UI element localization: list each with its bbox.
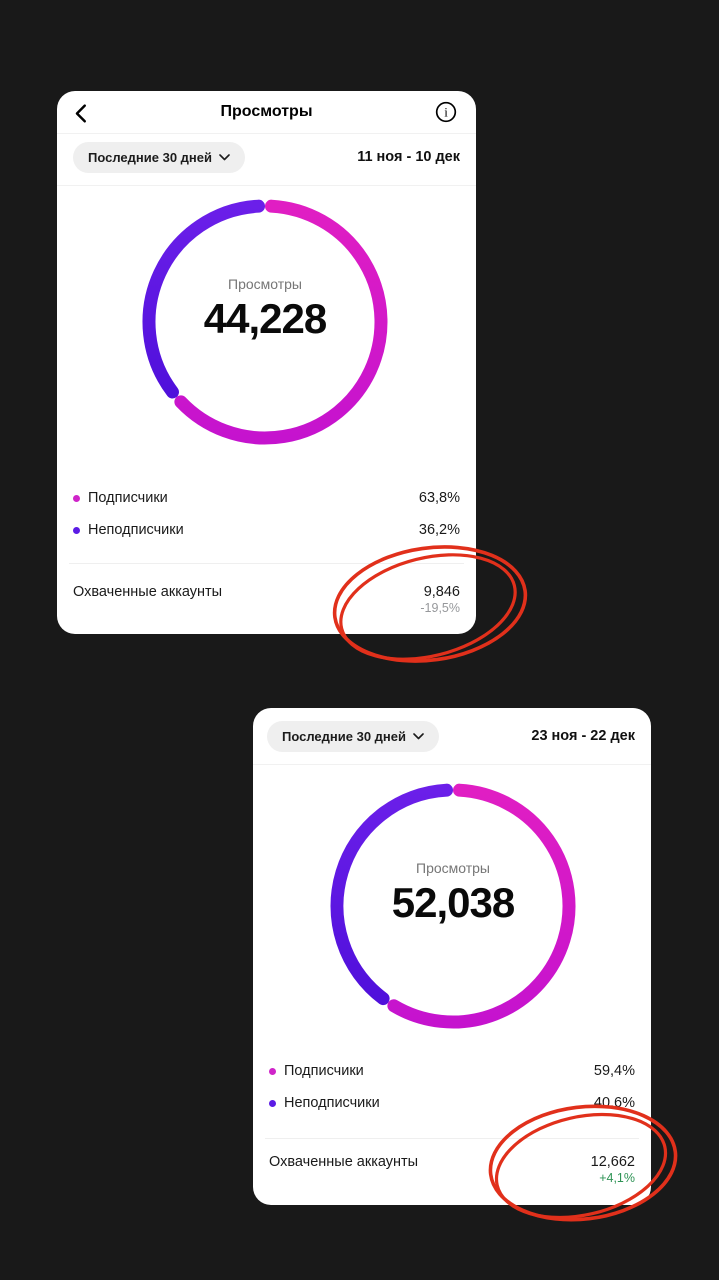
chevron-down-icon	[219, 154, 230, 161]
legend-value: 63,8%	[418, 490, 460, 506]
section-separator	[265, 1138, 639, 1139]
legend-value: 59,4%	[593, 1063, 635, 1079]
filter-divider	[57, 185, 476, 186]
info-button[interactable]: i	[434, 100, 458, 124]
legend-row-subscribers: Подписчики 59,4%	[269, 1055, 635, 1087]
non-subscribers-dot-icon	[269, 1099, 276, 1107]
period-filter-label: Последние 30 дней	[88, 150, 212, 165]
svg-text:i: i	[444, 105, 448, 120]
legend-label: Подписчики	[284, 1063, 364, 1079]
date-range-label: 11 ноя - 10 дек	[357, 149, 460, 165]
legend-row-non-subscribers: Неподписчики 40,6%	[269, 1087, 635, 1119]
legend-row-subscribers: Подписчики 63,8%	[73, 482, 460, 514]
reached-accounts-value: 12,662	[590, 1154, 635, 1170]
legend-value: 40,6%	[593, 1095, 635, 1111]
date-range-label: 23 ноя - 22 дек	[531, 728, 635, 744]
back-button[interactable]	[69, 100, 95, 126]
views-donut-chart	[330, 783, 576, 1029]
section-separator	[69, 563, 464, 564]
legend-label: Подписчики	[88, 490, 168, 506]
subscribers-dot-icon	[269, 1067, 276, 1075]
page-title: Просмотры	[220, 103, 313, 120]
period-filter-button[interactable]: Последние 30 дней	[73, 142, 245, 173]
filter-divider	[253, 764, 651, 765]
period-filter-label: Последние 30 дней	[282, 729, 406, 744]
legend-label: Неподписчики	[88, 522, 184, 538]
reached-accounts-value: 9,846	[423, 584, 460, 600]
info-icon: i	[435, 101, 457, 123]
subscribers-dot-icon	[73, 494, 80, 502]
legend-label: Неподписчики	[284, 1095, 380, 1111]
header-divider	[57, 133, 476, 134]
chevron-left-icon	[75, 104, 86, 123]
reached-accounts-row[interactable]: Охваченные аккаунты 12,662 +4,1%	[269, 1153, 635, 1186]
reached-accounts-label: Охваченные аккаунты	[73, 584, 223, 600]
views-donut-chart	[142, 199, 388, 445]
reached-accounts-delta: +4,1%	[599, 1171, 635, 1185]
non-subscribers-dot-icon	[73, 526, 80, 534]
legend: Подписчики 59,4% Неподписчики 40,6%	[269, 1055, 635, 1119]
insights-card-first: Просмотры i Последние 30 дней 11 ноя - 1…	[57, 91, 476, 634]
chevron-down-icon	[413, 733, 424, 740]
reached-accounts-label: Охваченные аккаунты	[269, 1154, 419, 1170]
header-bar: Просмотры i	[57, 91, 476, 133]
legend: Подписчики 63,8% Неподписчики 36,2%	[73, 482, 460, 546]
reached-accounts-delta: -19,5%	[420, 601, 460, 615]
period-filter-button[interactable]: Последние 30 дней	[267, 721, 439, 752]
legend-value: 36,2%	[418, 522, 460, 538]
legend-row-non-subscribers: Неподписчики 36,2%	[73, 514, 460, 546]
insights-card-second: Последние 30 дней 23 ноя - 22 дек Просмо…	[253, 708, 651, 1205]
reached-accounts-row[interactable]: Охваченные аккаунты 9,846 -19,5%	[73, 583, 460, 616]
